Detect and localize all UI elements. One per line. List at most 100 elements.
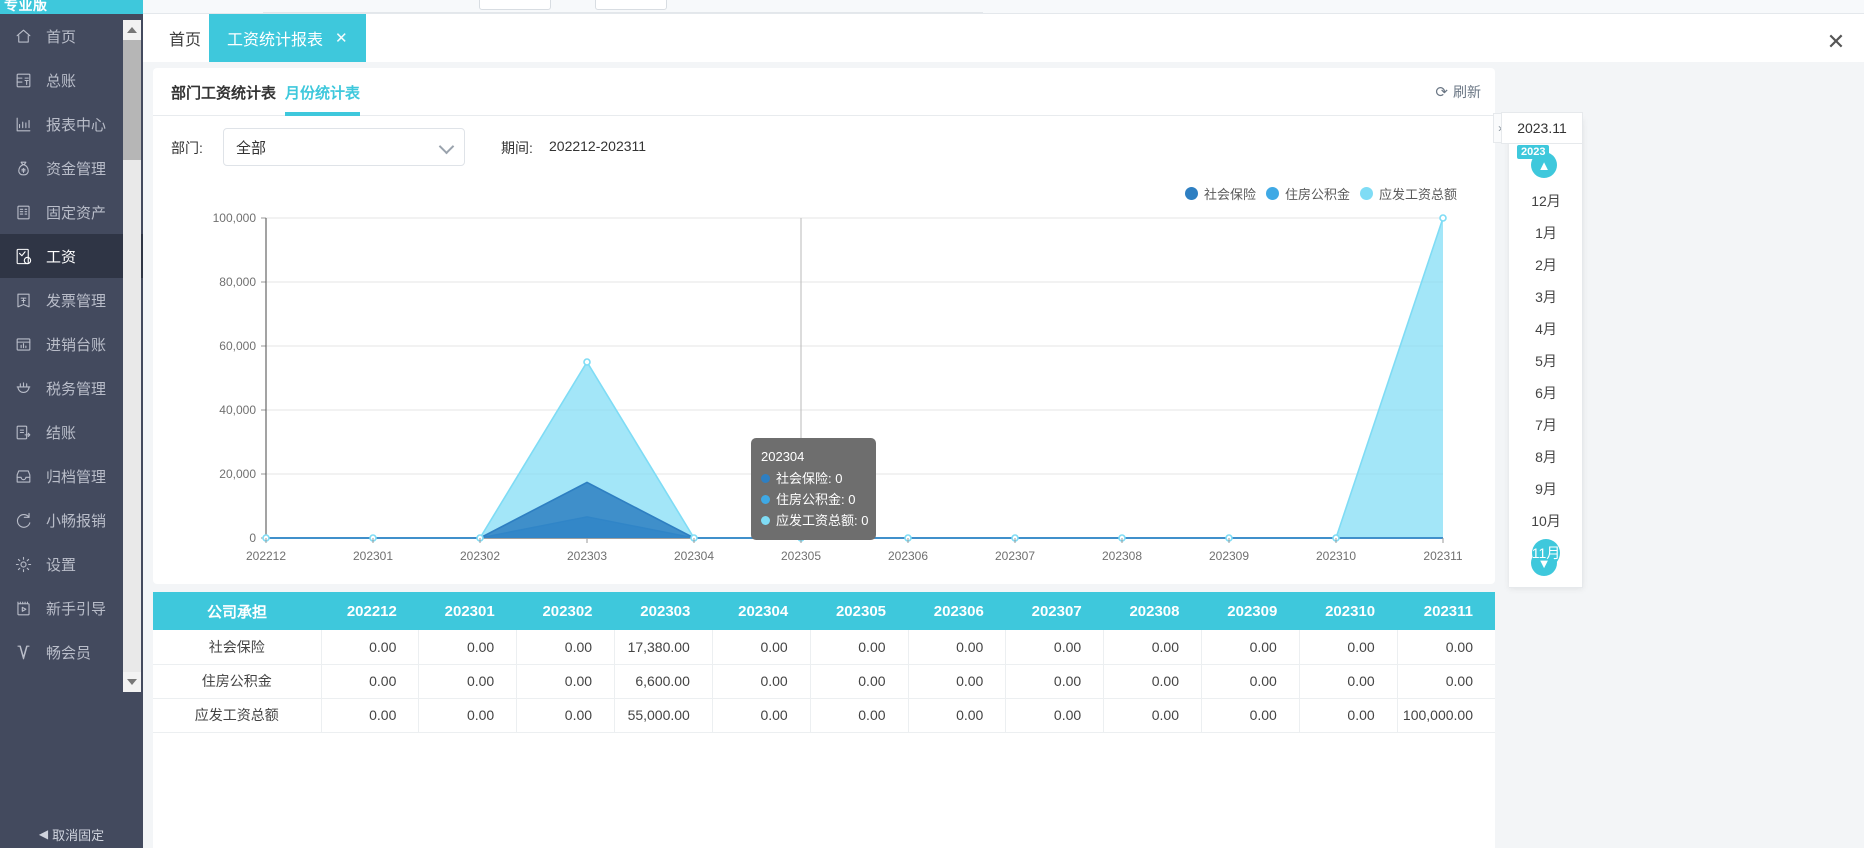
payroll-icon [12,245,34,267]
legend-item-2[interactable]: 应发工资总额 [1359,184,1457,203]
legend-label: 应发工资总额 [1378,187,1457,202]
table-header-cell-1: 202212 [321,592,419,630]
svg-text:202212: 202212 [246,549,286,563]
table-cell: 0.00 [908,630,1007,665]
sidebar-item-6[interactable]: 发票管理 [0,278,143,322]
sidebar-item-0[interactable]: 首页 [0,14,143,58]
legend-item-0[interactable]: 社会保险 [1184,184,1256,203]
topbar-control-a[interactable] [479,0,551,10]
sidebar-item-11[interactable]: 小畅报销 [0,498,143,542]
refresh-button[interactable]: ⟳ 刷新 [1435,82,1481,102]
month-item-2[interactable]: 2月 [1509,249,1583,281]
sidebar-item-12[interactable]: 设置 [0,542,143,586]
svg-text:40,000: 40,000 [219,403,256,417]
reimburse-icon [12,509,34,531]
sidebar-item-8[interactable]: 税务管理 [0,366,143,410]
sidebar-unpin-button[interactable]: ◀ 取消固定 [0,820,143,848]
subtab-monthly-stats[interactable]: 月份统计表 [285,68,361,116]
sidebar-scroll-up-arrow[interactable] [123,20,141,40]
table-cell: 0.00 [810,664,909,699]
table-header-cell-10: 202309 [1201,592,1300,630]
sidebar-item-7[interactable]: 进销台账 [0,322,143,366]
table-cell: 0.00 [712,664,811,699]
sidebar-item-label: 固定资产 [46,204,107,222]
refresh-icon: ⟳ [1435,84,1448,101]
sidebar-item-4[interactable]: 固定资产 [0,190,143,234]
month-item-9[interactable]: 9月 [1509,473,1583,505]
tab-home-label: 首页 [169,32,202,49]
month-scroll-down-button[interactable]: ▼ [1531,550,1557,576]
tab-close-icon[interactable]: ✕ [335,30,348,47]
svg-text:202302: 202302 [460,549,500,563]
table-cell: 0.00 [1201,630,1300,665]
table-header-cell-12: 202311 [1397,592,1495,630]
chart-plot[interactable]: 0 20,000 40,000 60,000 80,000 100,000 202212 20… [153,208,1495,584]
sidebar-item-13[interactable]: 新手引导 [0,586,143,630]
sidebar-item-label: 进销台账 [46,336,107,354]
table-cell: 0.00 [1103,698,1202,733]
ledger-icon [12,69,34,91]
svg-text:202308: 202308 [1102,549,1142,563]
month-item-0[interactable]: 12月 [1509,185,1583,217]
subtab-department-salary[interactable]: 部门工资统计表 [171,68,276,116]
sidebar-item-2[interactable]: 报表中心 [0,102,143,146]
window-close-icon[interactable]: ✕ [1826,29,1846,54]
month-item-7[interactable]: 7月 [1509,409,1583,441]
table-cell: 0.00 [1103,664,1202,699]
table-row[interactable]: 住房公积金 0.00 0.00 0.00 6,600.00 0.00 0.00 0.00 0.0… [153,664,1495,699]
sidebar-scroll-down-arrow[interactable] [123,672,141,692]
month-item-11[interactable]: 11月 [1509,537,1583,569]
month-item-8[interactable]: 8月 [1509,441,1583,473]
table-cell: 0.00 [1299,630,1398,665]
svg-text:202305: 202305 [781,549,821,563]
table-row[interactable]: 应发工资总额 0.00 0.00 0.00 55,000.00 0.00 0.00 0.00 0… [153,698,1495,733]
table-cell: 0.00 [810,630,909,665]
department-select-value: 全部 [236,139,267,157]
svg-text:20,000: 20,000 [219,467,256,481]
month-item-4[interactable]: 4月 [1509,313,1583,345]
sidebar-item-10[interactable]: 归档管理 [0,454,143,498]
month-item-6[interactable]: 6月 [1509,377,1583,409]
topbar-control-b[interactable] [595,0,667,10]
svg-text:60,000: 60,000 [219,339,256,353]
department-select[interactable]: 全部 [223,128,465,166]
inventory-ledger-icon [12,333,34,355]
legend-swatch [1265,187,1279,200]
table-row-label: 应发工资总额 [153,698,322,733]
table-row-label: 住房公积金 [153,664,322,699]
money-bag-icon [12,157,34,179]
topbar-divider [263,12,983,13]
month-item-5[interactable]: 5月 [1509,345,1583,377]
tab-payroll-report-label: 工资统计报表 [227,32,324,49]
svg-text:202303: 202303 [567,549,607,563]
sidebar-scrollbar-thumb[interactable] [123,34,141,160]
svg-text:202307: 202307 [995,549,1035,563]
sidebar-scrollbar-track[interactable] [123,20,141,692]
table-cell: 0.00 [1005,630,1105,665]
table-cell: 0.00 [1397,664,1495,699]
month-item-1[interactable]: 1月 [1509,217,1583,249]
sidebar-item-3[interactable]: 资金管理 [0,146,143,190]
table-cell: 0.00 [1005,698,1105,733]
sidebar-item-14[interactable]: 畅会员 [0,630,143,674]
table-cell: 0.00 [1005,664,1105,699]
sidebar-item-1[interactable]: 总账 [0,58,143,102]
sidebar-item-9[interactable]: 结账 [0,410,143,454]
legend-item-1[interactable]: 住房公积金 [1265,184,1350,203]
table-row[interactable]: 社会保险 0.00 0.00 0.00 17,380.00 0.00 0.00 0.00 0.0… [153,630,1495,665]
tab-payroll-report[interactable]: 工资统计报表 ✕ [209,14,366,62]
table-header-cell-4: 202303 [614,592,713,630]
table-cell: 0.00 [908,698,1007,733]
svg-text:100,000: 100,000 [213,211,257,225]
tab-home[interactable]: 首页 [151,14,219,62]
sidebar-item-label: 首页 [46,28,77,46]
chart-container: 社会保险 住房公积金 应发工资总额 0 20,000 40,000 60,000 80,00… [153,176,1495,584]
month-item-3[interactable]: 3月 [1509,281,1583,313]
period-value: 202212-202311 [549,138,647,154]
department-label: 部门: [171,140,203,156]
month-item-10[interactable]: 10月 [1509,505,1583,537]
table-cell: 0.00 [418,630,518,665]
sidebar-item-5[interactable]: 工资 [0,234,143,278]
tab-strip: 首页 工资统计报表 ✕ ✕ [143,14,1864,62]
brand-strip: 专业版 [0,0,143,14]
